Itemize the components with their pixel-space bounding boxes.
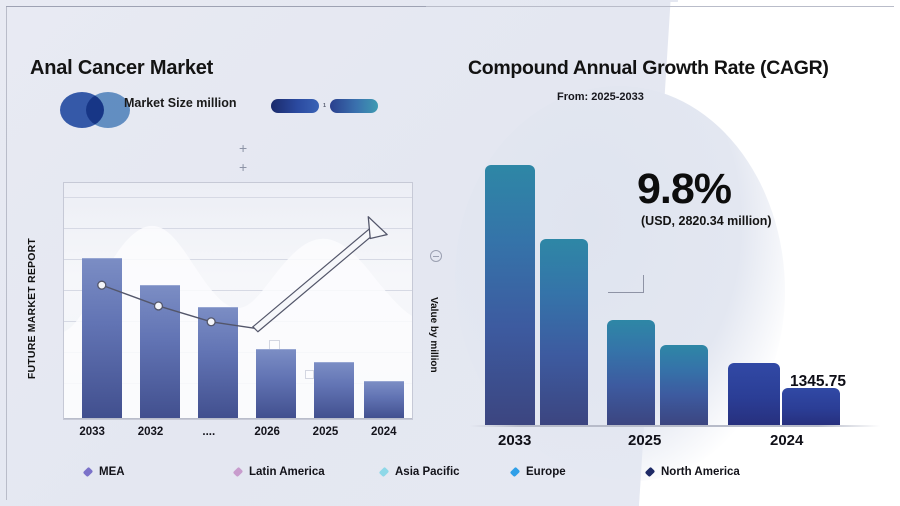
panel-border-accent	[6, 6, 426, 7]
circle-minus-icon	[430, 250, 442, 262]
bar-2026	[256, 349, 296, 419]
cagr-subtitle: From: 2025-2033	[557, 91, 644, 103]
bar-2025	[314, 362, 354, 419]
legend-item-mea[interactable]: MEA	[82, 466, 234, 478]
legend-item-north-america[interactable]: North America	[644, 466, 740, 478]
rbar-2033-a	[485, 165, 535, 425]
legend-label-asia-pacific: Asia Pacific	[395, 466, 460, 478]
x-label-2024: 2024	[371, 426, 397, 438]
right-x-label-2024: 2024	[770, 432, 804, 449]
legend: MEA Latin America Asia Pacific Europe No…	[82, 466, 804, 478]
gridline	[64, 290, 412, 291]
x-label-2033: 2033	[79, 426, 105, 438]
right-chart-baseline	[470, 425, 880, 427]
plus-icon-one: +	[239, 140, 248, 156]
gridline	[64, 197, 412, 198]
cagr-title: Compound Annual Growth Rate (CAGR)	[468, 57, 829, 79]
ghost-icon-b	[305, 370, 314, 379]
legend-marker-latin-america	[232, 466, 244, 478]
market-size-label: Market Size million	[124, 96, 237, 110]
x-label-ellipsis: ....	[202, 426, 216, 438]
rbar-2033-b	[540, 239, 588, 425]
x-axis-line	[64, 418, 412, 419]
right-cagr-chart	[485, 165, 840, 425]
legend-label-north-america: North America	[661, 466, 740, 478]
rbar-2025-a	[607, 320, 655, 425]
y-axis-label-secondary: Value by million	[428, 297, 439, 373]
rbar-2024-a	[728, 363, 780, 425]
pill-indicator-group: 1	[271, 99, 379, 113]
trend-overlay	[97, 216, 388, 333]
corner-decoration	[608, 275, 644, 293]
legend-marker-north-america	[644, 466, 656, 478]
legend-label-europe: Europe	[526, 466, 566, 478]
gridline	[64, 228, 412, 229]
logo-circle-right	[86, 92, 130, 128]
pill-indicator-a	[271, 99, 319, 113]
brand-logo-icon	[60, 92, 130, 128]
cagr-value: 9.8%	[637, 165, 732, 213]
rbar-2024-b	[782, 388, 840, 425]
cagr-note: (USD, 2820.34 million)	[641, 214, 772, 228]
legend-marker-mea	[82, 466, 94, 478]
left-chart-x-axis-labels: 2033 2032 .... 2026 2025 2024	[63, 426, 413, 438]
pill-separator-number: 1	[323, 103, 327, 109]
x-label-2032: 2032	[137, 426, 164, 438]
legend-marker-europe	[509, 466, 521, 478]
rbar-2025-b	[660, 345, 708, 425]
bar-2024	[364, 381, 404, 419]
right-x-label-2033: 2033	[498, 432, 532, 449]
legend-item-latin-america[interactable]: Latin America	[232, 466, 380, 478]
plus-icon-two: +	[239, 159, 248, 175]
page-title: Anal Cancer Market	[30, 57, 214, 79]
pill-indicator-b	[330, 99, 379, 113]
bar-dots	[198, 307, 238, 419]
legend-label-mea: MEA	[99, 466, 125, 478]
x-label-2026: 2026	[254, 426, 280, 438]
right-x-label-2025: 2025	[628, 432, 662, 449]
legend-item-asia-pacific[interactable]: Asia Pacific	[378, 466, 511, 478]
legend-marker-asia-pacific	[378, 466, 390, 478]
left-market-size-chart	[63, 182, 413, 420]
legend-item-europe[interactable]: Europe	[509, 466, 646, 478]
x-label-2025: 2025	[312, 426, 339, 438]
gridline	[64, 259, 412, 260]
legend-label-latin-america: Latin America	[249, 466, 325, 478]
right-chart-value-label: 1345.75	[790, 373, 847, 390]
